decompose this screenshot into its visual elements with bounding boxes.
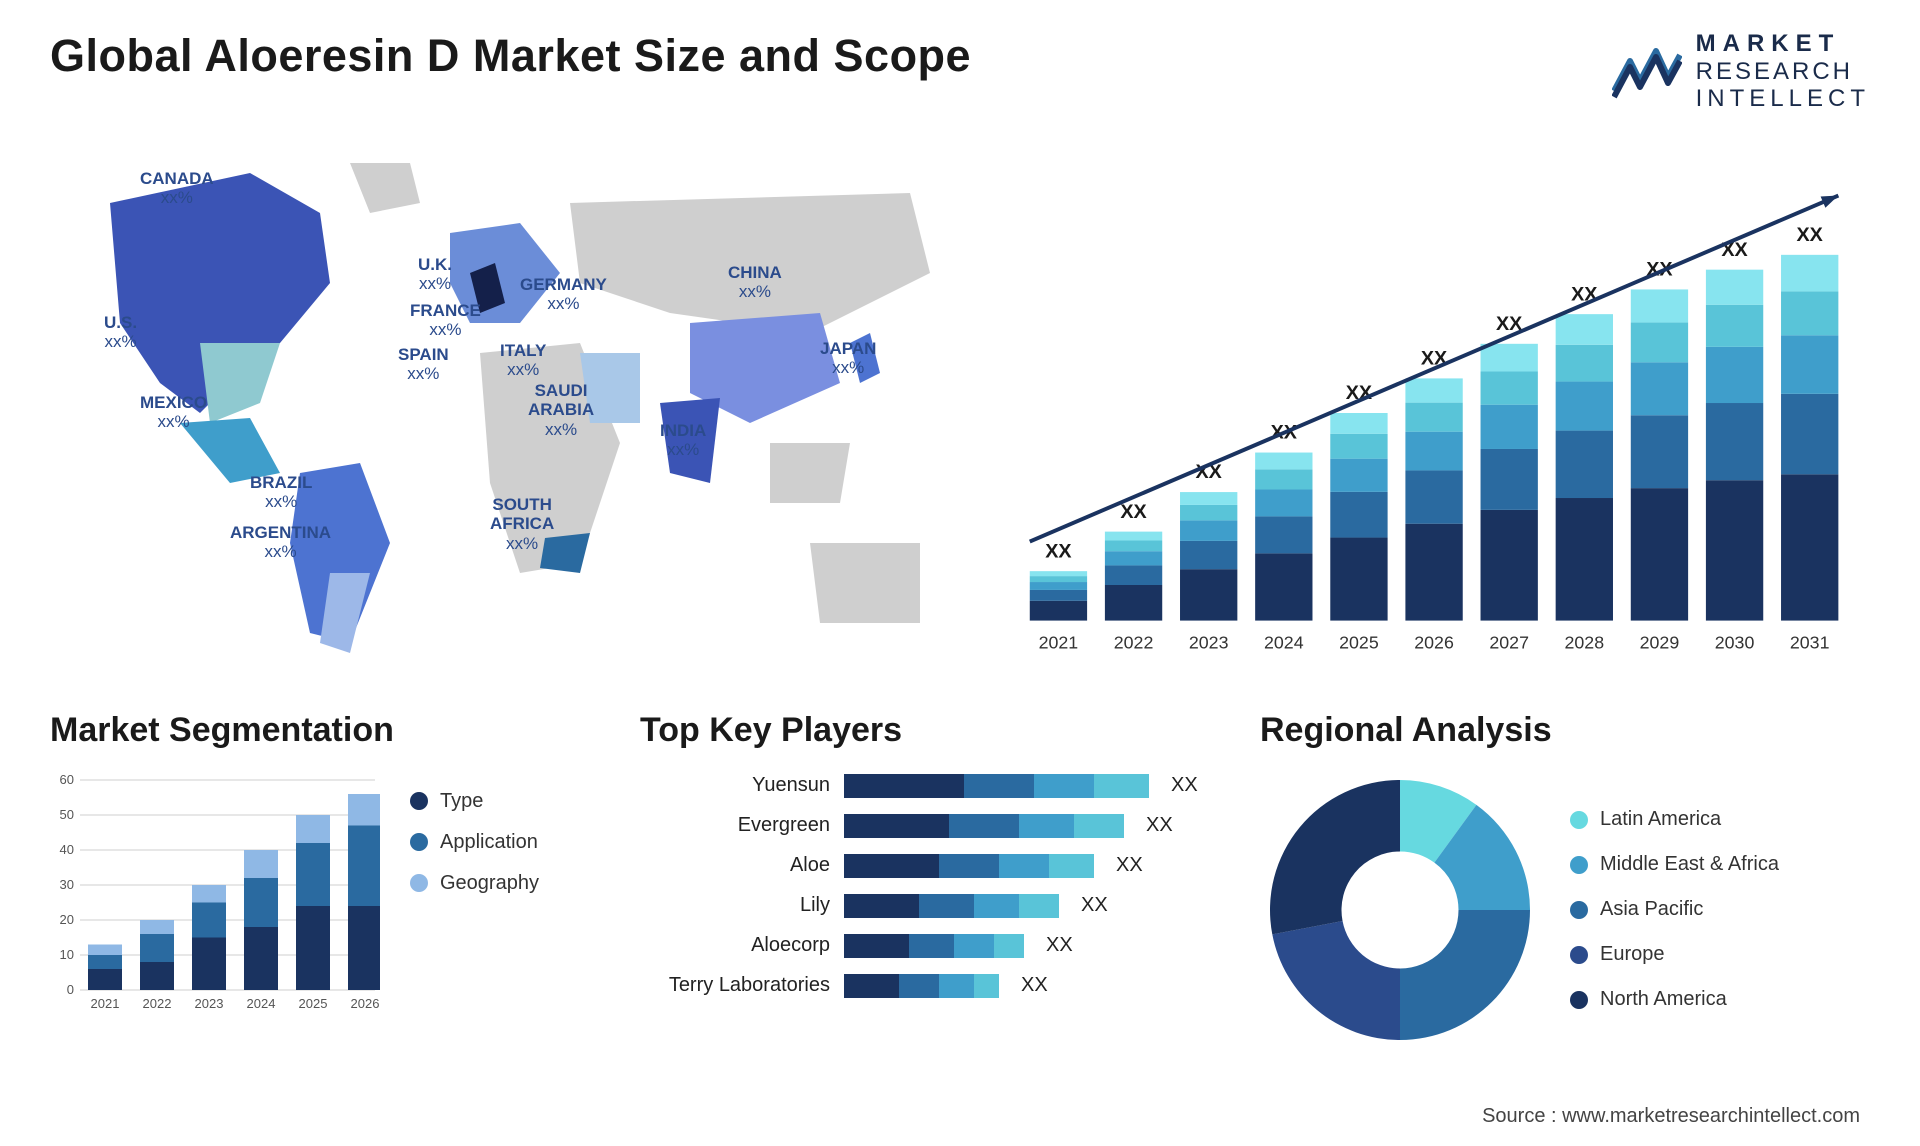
regional-donut-chart (1260, 770, 1540, 1050)
svg-text:2024: 2024 (1264, 632, 1304, 652)
map-label: SPAINxx% (398, 345, 449, 384)
svg-text:30: 30 (60, 877, 74, 892)
svg-text:2021: 2021 (1039, 632, 1079, 652)
header: Global Aloeresin D Market Size and Scope… (50, 30, 1870, 113)
player-row: Terry LaboratoriesXX (640, 970, 1230, 1002)
legend-item: Middle East & Africa (1570, 853, 1779, 876)
map-label: FRANCExx% (410, 301, 481, 340)
map-label: SAUDIARABIAxx% (528, 381, 594, 440)
svg-text:2028: 2028 (1565, 632, 1605, 652)
player-row: EvergreenXX (640, 810, 1230, 842)
svg-text:XX: XX (1797, 224, 1824, 246)
svg-text:0: 0 (67, 982, 74, 997)
segmentation-panel: Market Segmentation 0 10 20 30 40 50 60 2021 202… (50, 711, 610, 1050)
top-row: CANADAxx% U.S.xx% MEXICOxx% BRAZILxx% ARGENT… (50, 143, 1870, 683)
svg-text:2027: 2027 (1489, 632, 1529, 652)
legend-item: Latin America (1570, 808, 1779, 831)
player-row: AloeXX (640, 850, 1230, 882)
bottom-row: Market Segmentation 0 10 20 30 40 50 60 2021 202… (50, 711, 1870, 1050)
logo-line1: MARKET (1696, 30, 1870, 58)
legend-item: Type (410, 790, 539, 813)
player-row: AloecorpXX (640, 930, 1230, 962)
svg-text:2026: 2026 (351, 996, 380, 1011)
svg-text:2030: 2030 (1715, 632, 1755, 652)
regional-panel: Regional Analysis Latin America Middle Ea… (1260, 711, 1870, 1050)
legend-item: North America (1570, 988, 1779, 1011)
map-label: GERMANYxx% (520, 275, 607, 314)
svg-text:50: 50 (60, 807, 74, 822)
svg-text:2021: 2021 (91, 996, 120, 1011)
svg-text:2024: 2024 (247, 996, 276, 1011)
logo-mark-icon (1612, 41, 1682, 101)
brand-logo: MARKET RESEARCH INTELLECT (1612, 30, 1870, 113)
svg-text:60: 60 (60, 772, 74, 787)
svg-text:2029: 2029 (1640, 632, 1680, 652)
map-label: ARGENTINAxx% (230, 523, 331, 562)
map-label: JAPANxx% (820, 339, 876, 378)
svg-text:2023: 2023 (195, 996, 224, 1011)
svg-text:2025: 2025 (299, 996, 328, 1011)
map-label: U.K.xx% (418, 255, 452, 294)
legend-item: Asia Pacific (1570, 898, 1779, 921)
key-players-title: Top Key Players (640, 711, 1230, 750)
source-note: Source : www.marketresearchintellect.com (1482, 1105, 1860, 1128)
key-players-panel: Top Key Players YuensunXX EvergreenXX Aloe… (640, 711, 1230, 1050)
key-players-chart: YuensunXX EvergreenXX AloeXX LilyXX Aloecorp… (640, 770, 1230, 1002)
legend-item: Application (410, 831, 539, 854)
map-label: INDIAxx% (660, 421, 706, 460)
regional-title: Regional Analysis (1260, 711, 1870, 750)
svg-text:2022: 2022 (143, 996, 172, 1011)
map-label: MEXICOxx% (140, 393, 207, 432)
segmentation-legend: Type Application Geography (410, 770, 539, 1020)
growth-chart-panel: 2021XX2022XX2023XX2024XX2025XX2026XX2027… (1010, 143, 1870, 683)
segmentation-chart: 0 10 20 30 40 50 60 2021 2022 2023 2024 2025 2026 (50, 770, 380, 1020)
svg-text:20: 20 (60, 912, 74, 927)
svg-text:10: 10 (60, 947, 74, 962)
regional-legend: Latin America Middle East & Africa Asia Pa… (1570, 808, 1779, 1011)
svg-text:40: 40 (60, 842, 74, 857)
logo-line2: RESEARCH (1696, 58, 1870, 86)
segmentation-title: Market Segmentation (50, 711, 610, 750)
svg-text:2026: 2026 (1414, 632, 1454, 652)
svg-text:2022: 2022 (1114, 632, 1154, 652)
player-row: LilyXX (640, 890, 1230, 922)
svg-text:XX: XX (1045, 540, 1072, 562)
map-label: CHINAxx% (728, 263, 782, 302)
map-label: BRAZILxx% (250, 473, 312, 512)
svg-text:2031: 2031 (1790, 632, 1830, 652)
world-map-panel: CANADAxx% U.S.xx% MEXICOxx% BRAZILxx% ARGENT… (50, 143, 970, 683)
svg-text:2023: 2023 (1189, 632, 1229, 652)
page-title: Global Aloeresin D Market Size and Scope (50, 30, 971, 82)
legend-item: Geography (410, 872, 539, 895)
map-label: U.S.xx% (104, 313, 137, 352)
map-label: CANADAxx% (140, 169, 214, 208)
legend-item: Europe (1570, 943, 1779, 966)
growth-bar-chart: 2021XX2022XX2023XX2024XX2025XX2026XX2027… (1010, 143, 1870, 683)
player-row: YuensunXX (640, 770, 1230, 802)
logo-line3: INTELLECT (1696, 85, 1870, 113)
svg-text:XX: XX (1120, 501, 1147, 523)
map-label: ITALYxx% (500, 341, 546, 380)
svg-text:2025: 2025 (1339, 632, 1379, 652)
map-label: SOUTHAFRICAxx% (490, 495, 554, 554)
